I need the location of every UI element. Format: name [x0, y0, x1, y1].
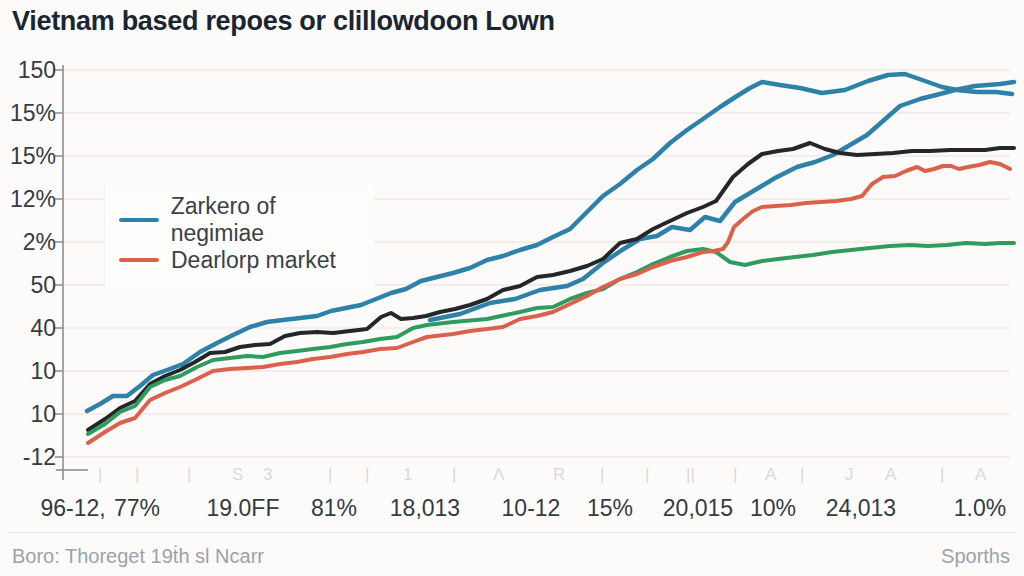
legend-swatch-zarkero [119, 218, 159, 222]
footer-divider [8, 532, 1016, 533]
faint-tick-glyph: S [232, 465, 243, 485]
faint-tick-glyph: Λ [493, 465, 504, 485]
attribution: Sporths [941, 545, 1010, 568]
faint-tick-glyph: 3 [263, 465, 272, 485]
faint-tick-glyph: | [328, 465, 332, 485]
faint-tick-glyph: | [940, 465, 944, 485]
faint-tick-glyph: | [600, 465, 604, 485]
faint-tick-glyph: || [686, 465, 695, 485]
faint-tick-glyph: J [845, 465, 854, 485]
legend-row-zarkero: Zarkero of negimiae [119, 200, 374, 240]
y-tick-label: 150 [0, 57, 56, 83]
legend-label-dearlorp: Dearlorp market [171, 247, 336, 274]
faint-tick-glyph: A [765, 465, 776, 485]
y-tick-label: 10 [0, 358, 56, 384]
faint-tick-glyph: | [98, 465, 102, 485]
y-tick-label: -12 [0, 444, 56, 470]
faint-tick-glyph: | [645, 465, 649, 485]
y-tick-label: 50 [0, 272, 56, 298]
faint-tick-glyph: | [135, 465, 139, 485]
source-note: Boro: Thoreget 19ṫh sl Ncarr [12, 545, 264, 568]
faint-tick-glyph: | [187, 465, 191, 485]
faint-tick-glyph: 1 [403, 465, 412, 485]
faint-tick-glyph: A [975, 465, 986, 485]
y-tick-label: 40 [0, 315, 56, 341]
legend: Zarkero of negimiae Dearlorp market [104, 186, 374, 288]
legend-row-dearlorp: Dearlorp market [119, 240, 374, 280]
legend-label-zarkero: Zarkero of negimiae [171, 193, 374, 247]
y-tick-label: 12% [0, 186, 56, 212]
faint-tick-glyph: A [885, 465, 896, 485]
x-tick-label: 24,013 [796, 495, 926, 522]
chart-canvas: Vietnam based repoes or clillowdoon Lown… [0, 0, 1024, 576]
faint-tick-glyph: | [365, 465, 369, 485]
y-tick-label: 15% [0, 143, 56, 169]
y-tick-label: 15% [0, 100, 56, 126]
faint-tick-glyph: | [452, 465, 456, 485]
y-tick-label: 2% [0, 229, 56, 255]
line-chart-plot [0, 0, 1024, 576]
faint-tick-glyph: | [800, 465, 804, 485]
faint-tick-glyph: R [553, 465, 565, 485]
legend-swatch-dearlorp [119, 258, 159, 262]
x-tick-label: 1.0% [915, 495, 1024, 522]
faint-tick-glyph: | [733, 465, 737, 485]
y-tick-label: 10 [0, 401, 56, 427]
